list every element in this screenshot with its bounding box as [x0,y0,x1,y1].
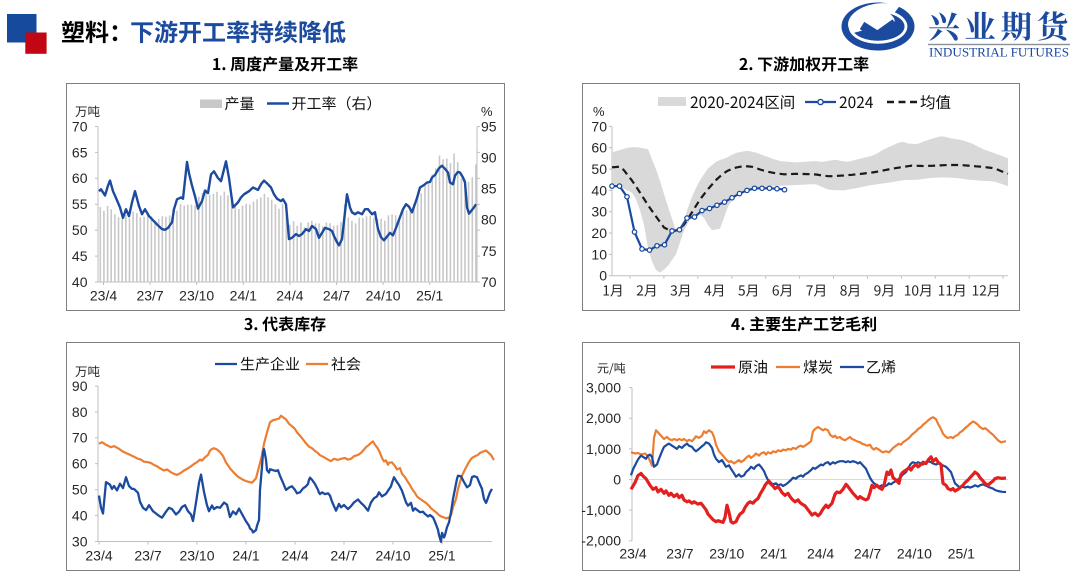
svg-text:23/7: 23/7 [134,548,161,564]
svg-text:50: 50 [591,161,607,177]
svg-text:45: 45 [72,248,88,264]
svg-text:24/1: 24/1 [232,548,259,564]
svg-text:-1,000: -1,000 [581,502,621,518]
svg-text:60: 60 [72,170,88,186]
svg-text:40: 40 [591,182,607,198]
svg-text:60: 60 [591,140,607,156]
svg-text:30: 30 [72,533,88,549]
svg-text:40: 40 [72,508,88,524]
svg-text:24/7: 24/7 [323,288,350,304]
svg-text:24/1: 24/1 [230,288,257,304]
svg-text:24/1: 24/1 [760,546,787,562]
svg-text:65: 65 [72,144,88,160]
svg-text:0: 0 [613,471,621,487]
svg-text:%: % [593,104,605,119]
svg-text:90: 90 [481,150,497,166]
svg-text:95: 95 [481,118,497,134]
svg-text:85: 85 [481,181,497,197]
svg-text:60: 60 [72,456,88,472]
svg-text:70: 70 [72,118,88,134]
svg-text:23/4: 23/4 [90,288,117,304]
svg-text:55: 55 [72,196,88,212]
svg-text:70: 70 [591,118,607,134]
svg-text:70: 70 [481,274,497,290]
svg-text:23/10: 23/10 [179,548,214,564]
svg-text:24/4: 24/4 [807,546,834,562]
svg-text:70: 70 [72,430,88,446]
svg-text:23/4: 23/4 [85,548,112,564]
svg-text:25/1: 25/1 [416,288,443,304]
svg-text:90: 90 [72,378,88,394]
svg-text:75: 75 [481,243,497,259]
svg-text:24/10: 24/10 [897,546,932,562]
svg-text:80: 80 [72,404,88,420]
svg-text:3,000: 3,000 [586,379,621,395]
svg-text:2,000: 2,000 [586,410,621,426]
svg-text:23/7: 23/7 [136,288,163,304]
svg-text:25/1: 25/1 [428,548,455,564]
svg-text:24/7: 24/7 [854,546,881,562]
svg-text:INDUSTRIAL FUTURES: INDUSTRIAL FUTURES [929,46,1069,60]
svg-text:23/7: 23/7 [666,546,693,562]
svg-text:%: % [481,104,493,119]
svg-text:80: 80 [481,212,497,228]
svg-text:1,000: 1,000 [586,441,621,457]
svg-text:24/10: 24/10 [375,548,410,564]
svg-text:40: 40 [72,274,88,290]
svg-text:50: 50 [72,482,88,498]
svg-text:24/4: 24/4 [281,548,308,564]
svg-text:23/10: 23/10 [179,288,214,304]
svg-text:24/7: 24/7 [330,548,357,564]
svg-text:10: 10 [591,246,607,262]
svg-text:23/4: 23/4 [619,546,646,562]
svg-text:25/1: 25/1 [948,546,975,562]
svg-text:24/10: 24/10 [366,288,401,304]
svg-text:23/10: 23/10 [709,546,744,562]
svg-text:24/4: 24/4 [276,288,303,304]
svg-text:-2,000: -2,000 [581,533,621,549]
svg-text:50: 50 [72,222,88,238]
svg-text:0: 0 [599,268,607,284]
svg-text:30: 30 [591,204,607,220]
svg-text:20: 20 [591,225,607,241]
